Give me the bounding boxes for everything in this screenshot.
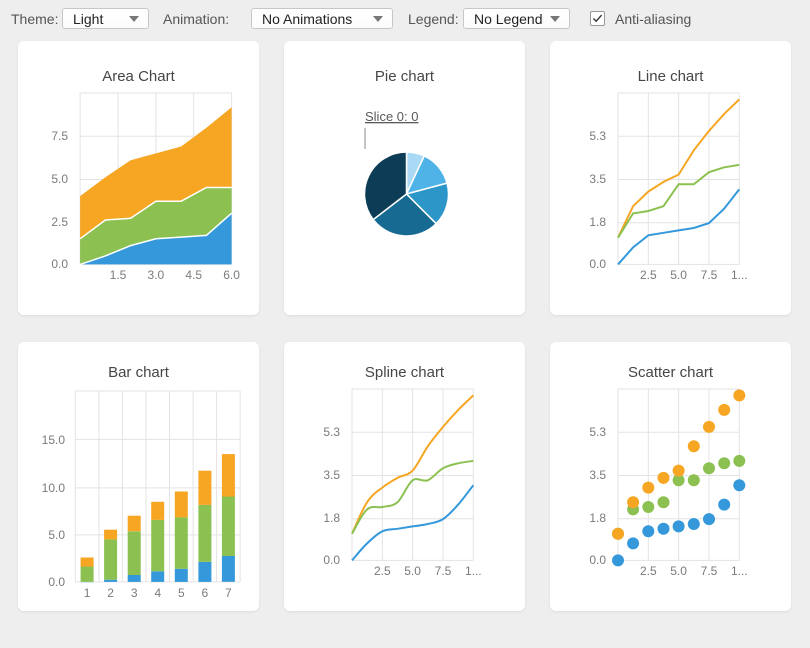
svg-text:Pie chart: Pie chart bbox=[375, 68, 435, 85]
svg-text:2.5: 2.5 bbox=[640, 564, 657, 578]
svg-text:7.5: 7.5 bbox=[701, 268, 718, 282]
svg-text:0.0: 0.0 bbox=[589, 553, 606, 567]
svg-text:Bar chart: Bar chart bbox=[108, 364, 170, 381]
svg-text:1...: 1... bbox=[465, 564, 482, 578]
svg-text:Spline chart: Spline chart bbox=[365, 364, 445, 381]
svg-text:5.0: 5.0 bbox=[404, 564, 421, 578]
svg-text:0.0: 0.0 bbox=[323, 553, 340, 567]
svg-text:2: 2 bbox=[107, 586, 114, 600]
svg-text:7.5: 7.5 bbox=[701, 564, 718, 578]
svg-text:5.0: 5.0 bbox=[51, 172, 68, 186]
svg-text:5.3: 5.3 bbox=[589, 425, 606, 439]
svg-text:3: 3 bbox=[131, 586, 138, 600]
svg-text:2.5: 2.5 bbox=[640, 268, 657, 282]
svg-text:1: 1 bbox=[84, 586, 91, 600]
svg-text:5.3: 5.3 bbox=[589, 129, 606, 143]
svg-text:6: 6 bbox=[202, 586, 209, 600]
svg-text:2.5: 2.5 bbox=[51, 215, 68, 229]
svg-text:1.8: 1.8 bbox=[589, 511, 606, 525]
svg-text:4.5: 4.5 bbox=[185, 268, 202, 282]
svg-text:3.0: 3.0 bbox=[148, 268, 165, 282]
svg-text:3.5: 3.5 bbox=[589, 172, 606, 186]
svg-text:2.5: 2.5 bbox=[374, 564, 391, 578]
svg-text:Slice 0: 0: Slice 0: 0 bbox=[365, 109, 418, 124]
svg-text:7: 7 bbox=[225, 586, 232, 600]
svg-text:1.5: 1.5 bbox=[110, 268, 127, 282]
svg-text:Scatter chart: Scatter chart bbox=[628, 364, 714, 381]
svg-text:7.5: 7.5 bbox=[51, 129, 68, 143]
svg-text:5.3: 5.3 bbox=[323, 425, 340, 439]
svg-text:5.0: 5.0 bbox=[48, 528, 65, 542]
svg-text:1.8: 1.8 bbox=[323, 511, 340, 525]
svg-text:4: 4 bbox=[154, 586, 161, 600]
svg-text:6.0: 6.0 bbox=[223, 268, 240, 282]
svg-text:0.0: 0.0 bbox=[51, 257, 68, 271]
svg-text:10.0: 10.0 bbox=[42, 481, 66, 495]
svg-text:7.5: 7.5 bbox=[435, 564, 452, 578]
svg-text:1...: 1... bbox=[731, 268, 748, 282]
svg-text:0.0: 0.0 bbox=[48, 575, 65, 589]
svg-text:Line chart: Line chart bbox=[638, 68, 705, 85]
svg-text:3.5: 3.5 bbox=[323, 468, 340, 482]
svg-text:5: 5 bbox=[178, 586, 185, 600]
svg-text:1...: 1... bbox=[731, 564, 748, 578]
svg-text:15.0: 15.0 bbox=[42, 433, 66, 447]
svg-text:1.8: 1.8 bbox=[589, 215, 606, 229]
svg-text:Area Chart: Area Chart bbox=[102, 68, 175, 85]
svg-text:5.0: 5.0 bbox=[670, 268, 687, 282]
svg-text:0.0: 0.0 bbox=[589, 257, 606, 271]
svg-text:5.0: 5.0 bbox=[670, 564, 687, 578]
svg-text:3.5: 3.5 bbox=[589, 468, 606, 482]
